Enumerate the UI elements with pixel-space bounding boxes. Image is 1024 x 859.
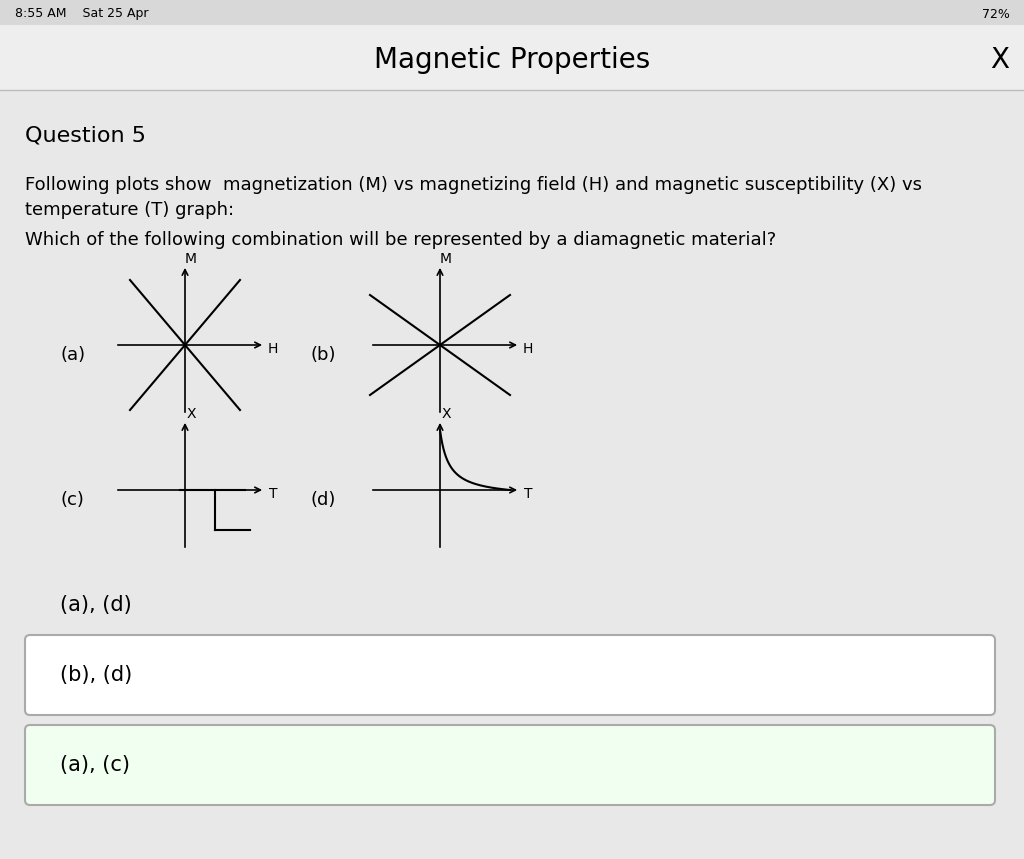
Text: (b): (b) bbox=[310, 346, 336, 364]
Text: H: H bbox=[268, 342, 279, 356]
Text: T: T bbox=[268, 487, 278, 501]
Text: T: T bbox=[523, 487, 532, 501]
Text: Which of the following combination will be represented by a diamagnetic material: Which of the following combination will … bbox=[25, 231, 776, 249]
Text: Magnetic Properties: Magnetic Properties bbox=[374, 46, 650, 74]
Text: (b), (d): (b), (d) bbox=[60, 665, 132, 685]
Text: X: X bbox=[186, 407, 196, 421]
Text: (a), (c): (a), (c) bbox=[60, 755, 130, 775]
Text: (c): (c) bbox=[60, 491, 84, 509]
Text: Question 5: Question 5 bbox=[25, 125, 146, 145]
Text: M: M bbox=[185, 252, 197, 266]
Text: Following plots show  magnetization (M) vs magnetizing field (H) and magnetic su: Following plots show magnetization (M) v… bbox=[25, 176, 922, 194]
Text: temperature (T) graph:: temperature (T) graph: bbox=[25, 201, 234, 219]
Text: (a): (a) bbox=[60, 346, 85, 364]
Bar bbox=[0, 90, 1024, 859]
FancyBboxPatch shape bbox=[25, 635, 995, 715]
Text: 8:55 AM    Sat 25 Apr: 8:55 AM Sat 25 Apr bbox=[15, 8, 148, 21]
Bar bbox=[0, 25, 1024, 90]
Text: H: H bbox=[523, 342, 534, 356]
Text: (a), (d): (a), (d) bbox=[60, 595, 132, 615]
Text: M: M bbox=[440, 252, 452, 266]
Bar bbox=[0, 0, 1024, 25]
Text: 72%: 72% bbox=[982, 8, 1010, 21]
Text: X: X bbox=[990, 46, 1010, 74]
Text: X: X bbox=[441, 407, 451, 421]
Text: (d): (d) bbox=[310, 491, 336, 509]
FancyBboxPatch shape bbox=[25, 725, 995, 805]
